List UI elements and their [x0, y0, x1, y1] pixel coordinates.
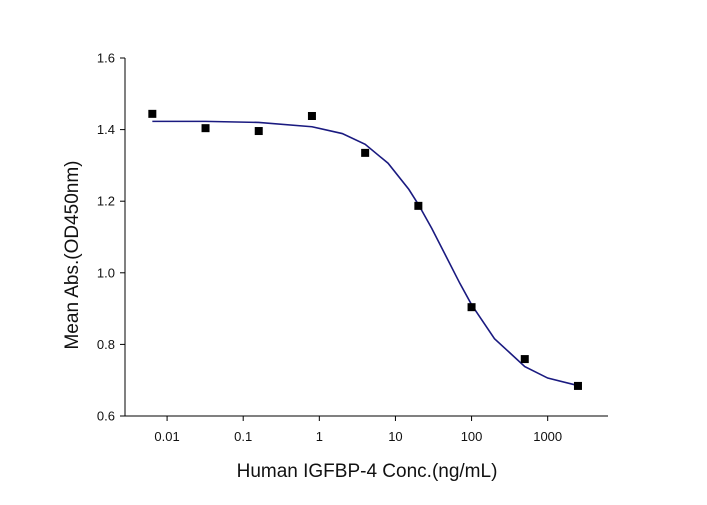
- x-tick-label: 100: [461, 429, 483, 444]
- y-tick-label: 0.8: [97, 337, 115, 352]
- x-tick-label: 1: [316, 429, 323, 444]
- data-point: [148, 109, 157, 118]
- y-tick-label: 1.2: [97, 194, 115, 209]
- y-tick-label: 1.6: [97, 51, 115, 66]
- data-point: [307, 111, 316, 120]
- data-point: [520, 355, 529, 364]
- x-tick-label: 1000: [533, 429, 562, 444]
- x-axis-title: Human IGFBP-4 Conc.(ng/mL): [237, 461, 498, 482]
- x-tick-label: 0.1: [234, 429, 252, 444]
- data-point: [254, 127, 263, 136]
- y-tick-label: 1.0: [97, 265, 115, 280]
- y-tick-label: 1.4: [97, 122, 115, 137]
- data-point: [573, 381, 582, 390]
- data-point: [361, 148, 370, 157]
- data-point: [414, 201, 423, 210]
- data-point: [201, 124, 210, 133]
- x-tick-label: 10: [388, 429, 402, 444]
- y-axis-title: Mean Abs.(OD450nm): [62, 160, 83, 349]
- fit-curve: [152, 120, 579, 387]
- x-tick-label: 0.01: [154, 429, 179, 444]
- data-point: [467, 303, 476, 312]
- y-tick-label: 0.6: [97, 409, 115, 424]
